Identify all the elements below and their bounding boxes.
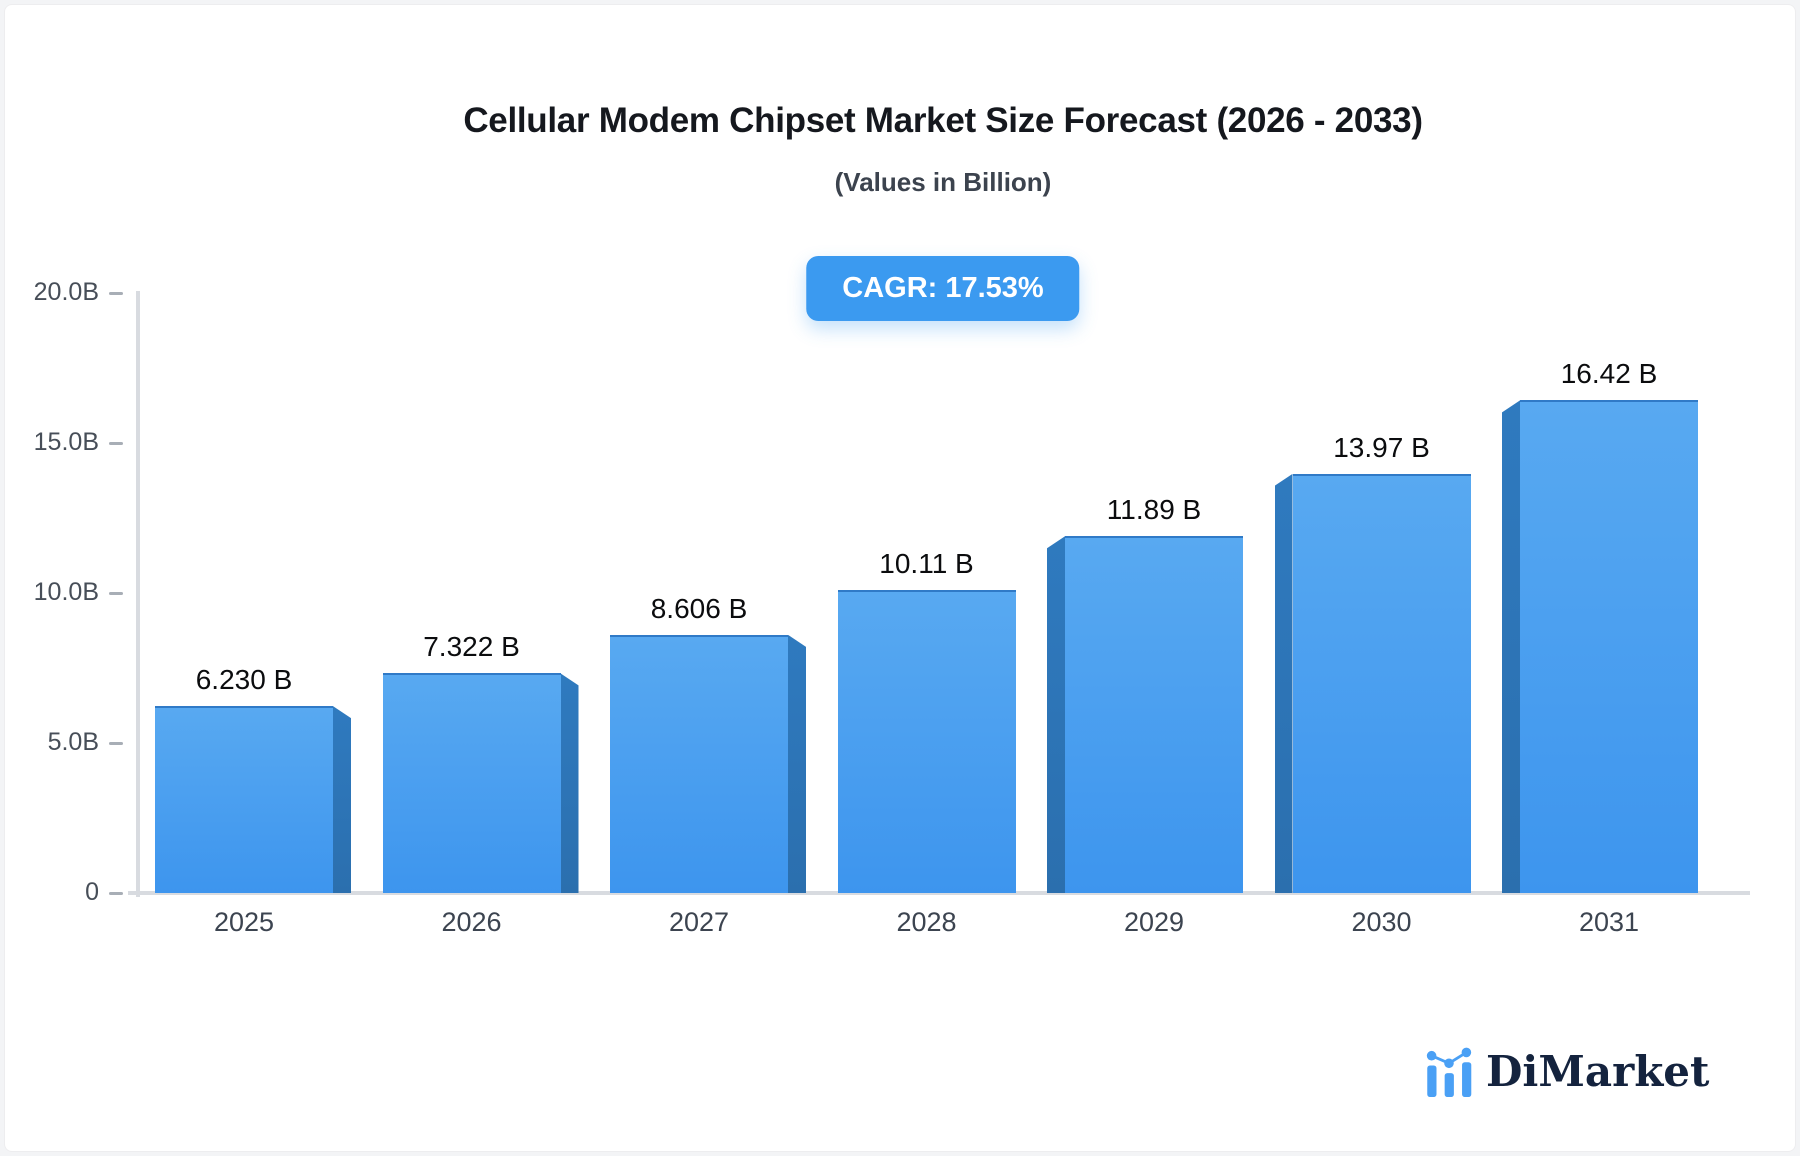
bar-2030 — [1292, 473, 1471, 893]
x-axis-label-2031: 2031 — [1578, 907, 1640, 937]
chart-canvas: Cellular Modem Chipset Market Size Forec… — [5, 5, 1795, 1151]
x-axis-label-2027: 2027 — [668, 907, 730, 937]
x-axis-label-2029: 2029 — [1123, 907, 1185, 937]
y-tick-mark — [109, 591, 123, 595]
y-tick-mark — [109, 441, 123, 445]
bar-side-panel-2027 — [788, 634, 806, 893]
brand-logo-text: DiMarket — [1486, 1047, 1710, 1096]
y-tick-label: 5.0B — [47, 728, 99, 756]
value-label-2027: 8.606 B — [650, 592, 748, 624]
brand-logo: DiMarket — [1426, 1047, 1709, 1097]
bar-side-panel-2030 — [1274, 473, 1293, 893]
bar-2027 — [610, 634, 788, 893]
chart-card: Cellular Modem Chipset Market Size Forec… — [4, 4, 1796, 1152]
bar-side-panel-2026 — [560, 673, 579, 893]
x-axis-label-2030: 2030 — [1351, 907, 1412, 937]
mini-bar-chart-icon — [1426, 1047, 1472, 1097]
y-tick-label: 10.0B — [33, 578, 99, 606]
value-label-2029: 11.89 B — [1106, 494, 1202, 526]
bar-2028 — [837, 589, 1016, 893]
chart-subtitle: (Values in Billion) — [834, 167, 1052, 197]
value-label-2026: 7.322 B — [423, 631, 520, 663]
y-tick-mark — [109, 291, 123, 295]
bar-side-panel-2029 — [1047, 536, 1065, 893]
x-axis-line — [128, 891, 1750, 895]
value-label-2025: 6.230 B — [195, 664, 293, 696]
value-label-2030: 13.97 B — [1333, 431, 1430, 463]
bar-2029 — [1065, 536, 1243, 893]
value-label-2028: 10.11 B — [879, 547, 974, 579]
y-tick-label: 20.0B — [33, 278, 99, 306]
x-axis-label-2026: 2026 — [441, 907, 502, 937]
y-tick-label: 0 — [85, 878, 99, 906]
value-label-2031: 16.42 B — [1560, 358, 1658, 390]
bar-side-panel-2025 — [333, 706, 351, 893]
bar-2025 — [155, 706, 333, 893]
x-axis-label-2025: 2025 — [213, 907, 275, 937]
y-tick-mark — [109, 741, 123, 745]
bar-2026 — [382, 673, 561, 893]
bar-side-panel-2031 — [1502, 400, 1520, 893]
y-tick-label: 15.0B — [33, 428, 99, 456]
y-axis-line — [136, 291, 140, 897]
x-axis-label-2028: 2028 — [896, 907, 957, 937]
chart-title: Cellular Modem Chipset Market Size Forec… — [463, 101, 1423, 140]
bar-2031 — [1520, 400, 1698, 893]
y-tick-mark — [109, 891, 123, 895]
cagr-badge: CAGR: 17.53% — [806, 256, 1080, 321]
